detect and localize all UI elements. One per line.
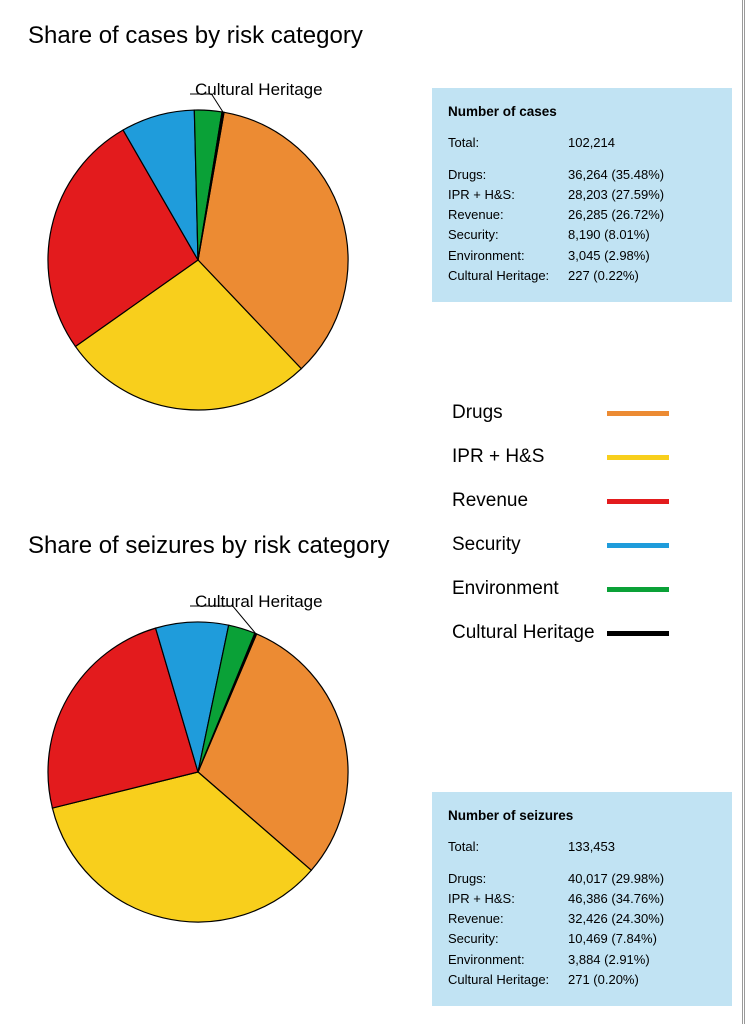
data-row: Security:8,190 (8.01%) (448, 225, 716, 245)
data-row: Environment:3,045 (2.98%) (448, 246, 716, 266)
legend-label: Environment (452, 578, 607, 600)
chart2-title: Share of seizures by risk category (28, 532, 390, 560)
legend-swatch (607, 499, 669, 504)
cases-total-row: Total: 102,214 (448, 133, 716, 153)
data-row: Drugs:40,017 (29.98%) (448, 869, 716, 889)
row-value: 46,386 (34.76%) (568, 889, 716, 909)
row-label: IPR + H&S: (448, 185, 568, 205)
row-value: 227 (0.22%) (568, 266, 716, 286)
cases-total-label: Total: (448, 133, 568, 153)
row-value: 271 (0.20%) (568, 970, 716, 990)
data-row: IPR + H&S:46,386 (34.76%) (448, 889, 716, 909)
legend-label: Security (452, 534, 607, 556)
row-value: 32,426 (24.30%) (568, 909, 716, 929)
cases-total-value: 102,214 (568, 133, 716, 153)
legend-item: Drugs (452, 392, 669, 434)
data-row: Security:10,469 (7.84%) (448, 929, 716, 949)
data-row: Environment:3,884 (2.91%) (448, 950, 716, 970)
row-label: Cultural Heritage: (448, 266, 568, 286)
row-label: Cultural Heritage: (448, 970, 568, 990)
seizures-total-value: 133,453 (568, 837, 716, 857)
legend-swatch (607, 631, 669, 636)
legend-item: IPR + H&S (452, 436, 669, 478)
seizures-total-row: Total: 133,453 (448, 837, 716, 857)
data-row: Cultural Heritage:227 (0.22%) (448, 266, 716, 286)
row-value: 10,469 (7.84%) (568, 929, 716, 949)
spacer (448, 153, 716, 165)
legend-swatch (607, 543, 669, 548)
legend-swatch (607, 587, 669, 592)
legend-label: Cultural Heritage (452, 622, 607, 644)
row-value: 3,045 (2.98%) (568, 246, 716, 266)
legend-label: Revenue (452, 490, 607, 512)
row-label: Revenue: (448, 909, 568, 929)
legend-swatch (607, 455, 669, 460)
data-row: Revenue:32,426 (24.30%) (448, 909, 716, 929)
row-label: Security: (448, 929, 568, 949)
row-label: IPR + H&S: (448, 889, 568, 909)
legend-item: Environment (452, 568, 669, 610)
data-row: Revenue:26,285 (26.72%) (448, 205, 716, 225)
row-value: 36,264 (35.48%) (568, 165, 716, 185)
legend-label: IPR + H&S (452, 446, 607, 468)
chart1-pie (38, 100, 358, 420)
row-value: 3,884 (2.91%) (568, 950, 716, 970)
spacer (448, 857, 716, 869)
chart1-title: Share of cases by risk category (28, 22, 363, 50)
legend-item: Security (452, 524, 669, 566)
cases-rows: Drugs:36,264 (35.48%)IPR + H&S:28,203 (2… (448, 165, 716, 286)
legend-swatch (607, 411, 669, 416)
data-row: Cultural Heritage:271 (0.20%) (448, 970, 716, 990)
chart2-pie (38, 612, 358, 932)
cases-box-title: Number of cases (448, 102, 716, 123)
row-label: Environment: (448, 950, 568, 970)
row-value: 8,190 (8.01%) (568, 225, 716, 245)
row-value: 28,203 (27.59%) (568, 185, 716, 205)
row-label: Drugs: (448, 165, 568, 185)
seizures-total-label: Total: (448, 837, 568, 857)
legend-label: Drugs (452, 402, 607, 424)
seizures-info-box: Number of seizures Total: 133,453 Drugs:… (432, 792, 732, 1006)
data-row: Drugs:36,264 (35.48%) (448, 165, 716, 185)
legend: Drugs IPR + H&S Revenue Security Environment… (452, 392, 669, 656)
row-label: Revenue: (448, 205, 568, 225)
row-label: Drugs: (448, 869, 568, 889)
data-row: IPR + H&S:28,203 (27.59%) (448, 185, 716, 205)
legend-item: Cultural Heritage (452, 612, 669, 654)
cases-info-box: Number of cases Total: 102,214 Drugs:36,… (432, 88, 732, 302)
row-value: 26,285 (26.72%) (568, 205, 716, 225)
seizures-rows: Drugs:40,017 (29.98%)IPR + H&S:46,386 (3… (448, 869, 716, 990)
row-value: 40,017 (29.98%) (568, 869, 716, 889)
chart1-callout-label: Cultural Heritage (195, 80, 323, 100)
seizures-box-title: Number of seizures (448, 806, 716, 827)
row-label: Security: (448, 225, 568, 245)
row-label: Environment: (448, 246, 568, 266)
legend-item: Revenue (452, 480, 669, 522)
chart2-callout-label: Cultural Heritage (195, 592, 323, 612)
